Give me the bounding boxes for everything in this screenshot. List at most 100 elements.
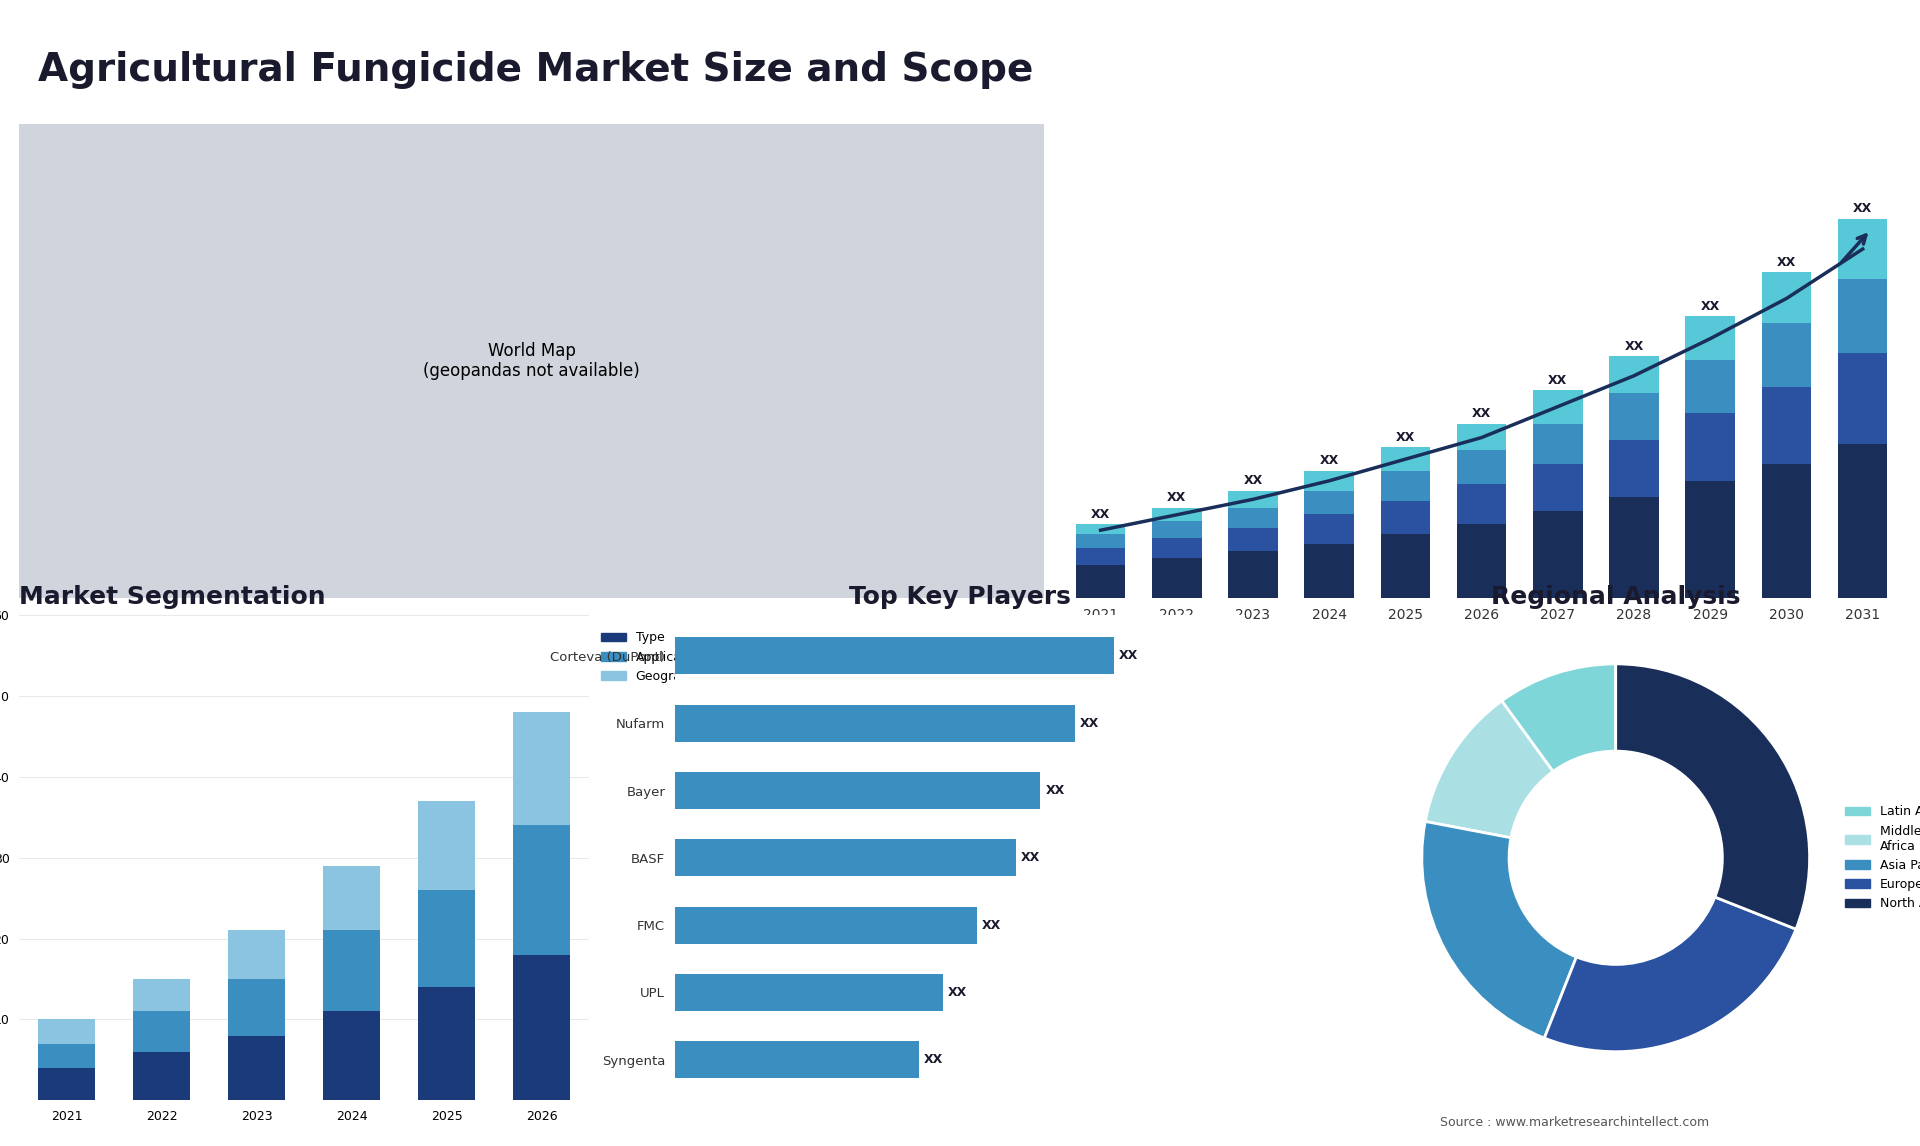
Bar	[1686, 414, 1736, 480]
Bar	[1075, 525, 1125, 534]
Text: XX: XX	[1701, 300, 1720, 313]
Bar	[676, 637, 1114, 675]
Text: XX: XX	[1776, 256, 1795, 269]
Bar	[38, 1068, 96, 1100]
Bar	[513, 713, 570, 825]
Bar	[1532, 390, 1582, 424]
Text: XX: XX	[1473, 407, 1492, 421]
Text: XX: XX	[948, 986, 968, 999]
Text: XX: XX	[1624, 340, 1644, 353]
Legend: Latin America, Middle East &
Africa, Asia Pacific, Europe, North America: Latin America, Middle East & Africa, Asi…	[1839, 800, 1920, 916]
Bar	[1763, 464, 1811, 598]
Bar	[1763, 386, 1811, 464]
Title: Regional Analysis: Regional Analysis	[1492, 586, 1740, 610]
Bar	[1609, 356, 1659, 393]
Bar	[419, 801, 476, 890]
Bar	[1229, 490, 1279, 508]
Bar	[1837, 353, 1887, 444]
Bar	[132, 1011, 190, 1052]
Bar	[1837, 280, 1887, 353]
Text: XX: XX	[1117, 650, 1139, 662]
Bar	[1763, 323, 1811, 386]
Bar	[1229, 551, 1279, 598]
Text: M: M	[1655, 66, 1684, 94]
Bar	[1609, 440, 1659, 497]
Text: XX: XX	[1396, 431, 1415, 444]
Bar	[1229, 508, 1279, 527]
Text: XX: XX	[1167, 492, 1187, 504]
Bar	[1686, 316, 1736, 360]
Text: Source : www.marketresearchintellect.com: Source : www.marketresearchintellect.com	[1440, 1116, 1709, 1129]
Bar	[1609, 497, 1659, 598]
Bar	[323, 1011, 380, 1100]
Text: XX: XX	[981, 919, 1000, 932]
Text: MARKET
RESEARCH
INTELLECT: MARKET RESEARCH INTELLECT	[1747, 64, 1807, 96]
Bar	[1075, 548, 1125, 565]
Bar	[1837, 219, 1887, 280]
Bar	[1152, 558, 1202, 598]
Bar	[132, 1052, 190, 1100]
Bar	[1686, 360, 1736, 414]
Bar	[38, 1044, 96, 1068]
Bar	[1380, 471, 1430, 501]
Bar	[1532, 464, 1582, 511]
Bar	[1075, 534, 1125, 548]
Bar	[676, 772, 1041, 809]
Bar	[1380, 501, 1430, 534]
Text: Market Segmentation: Market Segmentation	[19, 586, 326, 610]
Bar	[228, 931, 286, 979]
Bar	[1304, 471, 1354, 490]
Bar	[1152, 508, 1202, 521]
Bar	[1152, 537, 1202, 558]
Bar	[132, 979, 190, 1011]
Wedge shape	[1617, 664, 1811, 929]
Bar	[1532, 424, 1582, 464]
Text: XX: XX	[1244, 474, 1263, 487]
Bar	[1457, 450, 1507, 484]
Bar	[676, 839, 1016, 877]
Text: XX: XX	[1548, 374, 1567, 386]
Bar	[1229, 527, 1279, 551]
Text: XX: XX	[1021, 851, 1041, 864]
Title: Top Key Players: Top Key Players	[849, 586, 1071, 610]
Text: XX: XX	[1319, 454, 1338, 468]
Bar	[323, 931, 380, 1011]
Bar	[38, 1020, 96, 1044]
Text: World Map
(geopandas not available): World Map (geopandas not available)	[422, 342, 639, 380]
Bar	[1686, 480, 1736, 598]
Bar	[419, 890, 476, 987]
Text: XX: XX	[924, 1053, 943, 1066]
Wedge shape	[1501, 664, 1617, 771]
Text: XX: XX	[1091, 508, 1110, 521]
Bar	[1763, 273, 1811, 323]
Wedge shape	[1425, 701, 1553, 838]
Bar	[419, 987, 476, 1100]
Wedge shape	[1423, 822, 1576, 1038]
Wedge shape	[1544, 897, 1795, 1052]
Bar	[1457, 424, 1507, 450]
Bar	[1152, 521, 1202, 537]
Bar	[1304, 544, 1354, 598]
Bar	[1457, 484, 1507, 525]
Text: XX: XX	[1044, 784, 1064, 796]
Bar	[1380, 447, 1430, 471]
Bar	[1304, 490, 1354, 515]
Legend: Type, Application, Geography: Type, Application, Geography	[595, 627, 710, 688]
Bar	[1304, 515, 1354, 544]
Bar	[1457, 525, 1507, 598]
Bar	[1609, 393, 1659, 440]
Bar	[228, 979, 286, 1036]
Text: XX: XX	[1079, 716, 1098, 730]
Bar	[676, 1041, 918, 1078]
Bar	[323, 866, 380, 931]
Bar	[513, 825, 570, 955]
Bar	[676, 705, 1075, 741]
Bar	[676, 906, 977, 943]
Bar	[1532, 511, 1582, 598]
Bar	[228, 1036, 286, 1100]
Bar	[676, 974, 943, 1011]
Bar	[1075, 565, 1125, 598]
Bar	[513, 955, 570, 1100]
Bar	[1837, 444, 1887, 598]
Bar	[1380, 534, 1430, 598]
